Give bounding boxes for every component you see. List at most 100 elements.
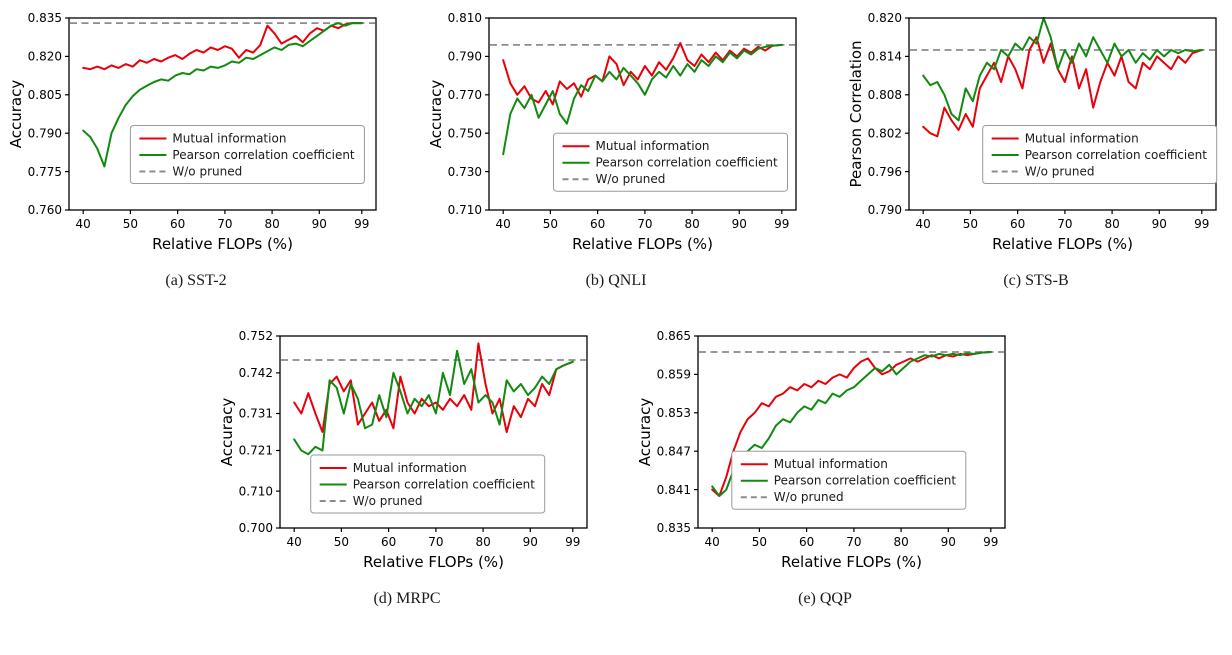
plot-container-qnli: 0.710 0.730 0.750 0.770 0.790 0.810 40 50 60 70 80… (426, 8, 806, 258)
y-tick-label: 0.775 (28, 165, 62, 179)
series-mutual-information (711, 351, 992, 497)
y-tick-label: 0.802 (868, 126, 902, 140)
legend-frame (129, 125, 365, 184)
plot-stsb: 0.790 0.796 0.802 0.808 0.814 0.820 40 50 60 70 80… (847, 11, 1218, 253)
chart-figure-stsb: 0.790 0.796 0.802 0.808 0.814 0.820 40 50 60 70 80… (846, 8, 1226, 290)
plot-sst2: 0.760 0.775 0.790 0.805 0.820 0.835 40 50 60 70 80… (7, 11, 377, 253)
x-tick-label: 80 (893, 535, 908, 549)
plot-frame (697, 335, 1006, 529)
legend-label: Pearson correlation coefficient (1025, 148, 1208, 162)
x-axis-label: Relative FLOPs (%) (781, 553, 922, 571)
y-tick-label: 0.770 (448, 88, 482, 102)
y-tick-label: 0.805 (28, 88, 62, 102)
legend: Mutual information Pearson correlation co… (731, 450, 967, 510)
y-tick-label: 0.730 (448, 165, 482, 179)
x-tick-label: 90 (1152, 217, 1167, 231)
chart-figure-sst2: 0.760 0.775 0.790 0.805 0.820 0.835 40 50 60 70 80… (6, 8, 386, 290)
chart-caption-stsb: (c) STS-B (1003, 272, 1069, 289)
y-tick-label: 0.865 (657, 329, 691, 343)
legend-label: W/o pruned (596, 172, 666, 186)
x-axis-label: Relative FLOPs (%) (363, 553, 504, 571)
y-tick-label: 0.790 (868, 203, 902, 217)
legend-label: Pearson correlation coefficient (172, 148, 355, 162)
y-tick-label: 0.820 (868, 11, 902, 25)
plot-qnli: 0.710 0.730 0.750 0.770 0.790 0.810 40 50 60 70 80… (427, 11, 797, 253)
x-axis-label: Relative FLOPs (%) (152, 235, 293, 253)
y-tick-label: 0.760 (28, 203, 62, 217)
legend: Mutual information Pearson correlation co… (310, 454, 546, 514)
y-tick-label: 0.810 (448, 11, 482, 25)
x-tick-label: 90 (523, 535, 538, 549)
x-tick-label: 80 (475, 535, 490, 549)
x-tick-label: 90 (732, 217, 747, 231)
series-mutual-information (82, 22, 363, 71)
x-tick-label: 50 (334, 535, 349, 549)
y-tick-label: 0.710 (239, 484, 273, 498)
x-tick-label: 60 (799, 535, 814, 549)
x-axis-label: Relative FLOPs (%) (572, 235, 713, 253)
series-pearson-correlation (293, 349, 574, 456)
y-tick-label: 0.750 (448, 126, 482, 140)
x-tick-label: 40 (705, 535, 720, 549)
plot-frame (68, 17, 377, 211)
chart-figure-qqp: 0.835 0.841 0.847 0.853 0.859 0.865 40 50 60 70 80… (635, 326, 1015, 608)
y-axis-label: Accuracy (218, 398, 236, 467)
x-tick-label: 99 (774, 217, 789, 231)
y-tick-label: 0.790 (448, 50, 482, 64)
y-tick-label: 0.700 (239, 521, 273, 535)
y-axis-label: Accuracy (427, 80, 445, 149)
y-tick-label: 0.853 (657, 406, 691, 420)
series-pearson-correlation (922, 17, 1203, 122)
plot-frame (279, 335, 588, 529)
x-tick-label: 70 (428, 535, 443, 549)
x-tick-label: 90 (941, 535, 956, 549)
series-pearson-correlation (502, 43, 783, 156)
y-tick-label: 0.808 (868, 88, 902, 102)
x-tick-label: 50 (123, 217, 138, 231)
series-mutual-information (502, 42, 783, 106)
legend-label: Mutual information (596, 139, 710, 153)
plot-frame (488, 17, 797, 211)
chart-caption-mrpc: (d) MRPC (373, 590, 441, 607)
chart-figure-qnli: 0.710 0.730 0.750 0.770 0.790 0.810 40 50 60 70 80… (426, 8, 806, 290)
x-tick-label: 40 (76, 217, 91, 231)
x-tick-label: 50 (543, 217, 558, 231)
legend-label: Mutual information (172, 132, 286, 146)
figure-row-top: 0.760 0.775 0.790 0.805 0.820 0.835 40 50 60 70 80… (0, 8, 1232, 290)
y-tick-label: 0.847 (657, 444, 691, 458)
legend-label: Pearson correlation coefficient (596, 156, 779, 170)
y-tick-label: 0.796 (868, 165, 902, 179)
legend-label: Mutual information (353, 461, 467, 475)
plot-container-stsb: 0.790 0.796 0.802 0.808 0.814 0.820 40 50 60 70 80… (846, 8, 1226, 258)
legend: Mutual information Pearson correlation co… (129, 125, 365, 184)
chart-caption-qqp: (e) QQP (798, 590, 852, 607)
x-tick-label: 80 (684, 217, 699, 231)
plot-qqp: 0.835 0.841 0.847 0.853 0.859 0.865 40 50 60 70 80… (636, 329, 1006, 571)
chart-caption-sst2: (a) SST-2 (165, 272, 227, 289)
legend-label: W/o pruned (353, 494, 423, 508)
plot-mrpc: 0.700 0.710 0.721 0.731 0.742 0.752 40 50 60 70 80… (218, 329, 588, 571)
y-tick-label: 0.835 (28, 11, 62, 25)
series-mutual-information (922, 36, 1203, 138)
y-axis-label: Accuracy (7, 80, 25, 149)
x-tick-label: 90 (312, 217, 327, 231)
x-tick-label: 99 (983, 535, 998, 549)
y-tick-label: 0.731 (239, 407, 273, 421)
legend-frame (553, 132, 788, 192)
legend-frame (731, 450, 967, 510)
x-tick-label: 60 (381, 535, 396, 549)
legend-frame (310, 454, 546, 514)
plot-container-sst2: 0.760 0.775 0.790 0.805 0.820 0.835 40 50 60 70 80… (6, 8, 386, 258)
series-pearson-correlation (711, 351, 992, 497)
y-tick-label: 0.841 (657, 483, 691, 497)
plot-container-mrpc: 0.700 0.710 0.721 0.731 0.742 0.752 40 50 60 70 80… (217, 326, 597, 576)
chart-figure-mrpc: 0.700 0.710 0.721 0.731 0.742 0.752 40 50 60 70 80… (217, 326, 597, 608)
x-tick-label: 60 (170, 217, 185, 231)
y-tick-label: 0.752 (239, 329, 273, 343)
x-tick-label: 40 (496, 217, 511, 231)
y-tick-label: 0.814 (868, 50, 902, 64)
x-tick-label: 70 (217, 217, 232, 231)
x-tick-label: 99 (354, 217, 369, 231)
legend-label: Pearson correlation coefficient (774, 474, 957, 488)
